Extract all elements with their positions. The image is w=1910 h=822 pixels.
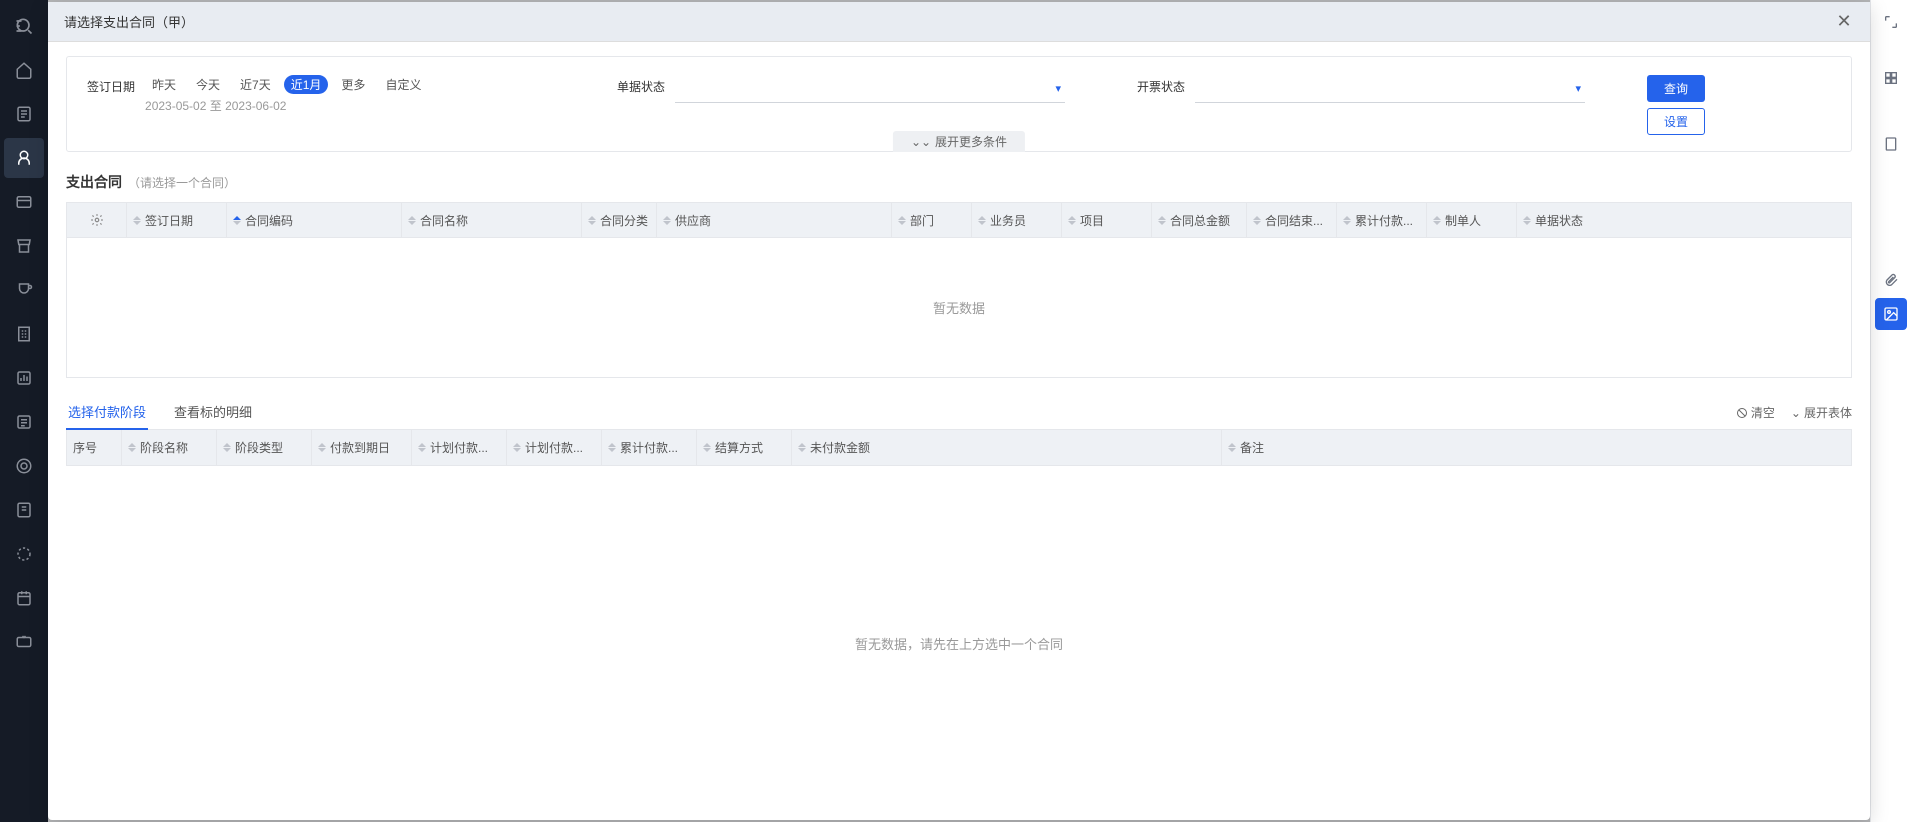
expand-conditions-button[interactable]: ⌄⌄ 展开更多条件	[893, 131, 1025, 152]
table-column-header[interactable]: 签订日期	[127, 203, 227, 237]
chevron-down-icon: ⌄	[1791, 406, 1801, 420]
date-chips: 昨天今天近7天近1月更多自定义	[145, 75, 428, 94]
filter-invoice-label: 开票状态	[1137, 75, 1185, 95]
date-chip[interactable]: 昨天	[145, 75, 183, 94]
sidebar-search-icon[interactable]	[4, 6, 44, 46]
tab[interactable]: 选择付款阶段	[66, 396, 148, 429]
modal-body: 签订日期 昨天今天近7天近1月更多自定义 2023-05-02 至 2023-0…	[48, 42, 1870, 820]
right-attach-icon[interactable]	[1875, 264, 1907, 296]
table-column-header[interactable]: 序号	[67, 430, 122, 465]
table-column-header[interactable]: 合同总金额	[1152, 203, 1247, 237]
tab[interactable]: 查看标的明细	[172, 396, 254, 429]
right-page-icon[interactable]	[1875, 128, 1907, 160]
table-column-header[interactable]: 计划付款...	[507, 430, 602, 465]
sidebar-calendar-icon[interactable]	[4, 578, 44, 618]
stage-table: 序号阶段名称阶段类型付款到期日计划付款...计划付款...累计付款...结算方式…	[66, 430, 1852, 466]
section1-title: 支出合同 （请选择一个合同）	[66, 172, 1852, 192]
table-settings-icon[interactable]	[67, 203, 127, 237]
tabs: 选择付款阶段查看标的明细	[66, 396, 254, 429]
sidebar-home-icon[interactable]	[4, 50, 44, 90]
table-column-header[interactable]: 未付款金额	[792, 430, 1222, 465]
date-chip[interactable]: 今天	[189, 75, 227, 94]
filter-status-label: 单据状态	[617, 75, 665, 95]
section1-title-hint: （请选择一个合同）	[128, 174, 236, 191]
table-column-header[interactable]: 业务员	[972, 203, 1062, 237]
table-column-header[interactable]: 单据状态	[1517, 203, 1682, 237]
contract-table: 签订日期合同编码合同名称合同分类供应商部门业务员项目合同总金额合同结束...累计…	[66, 202, 1852, 378]
table1-header: 签订日期合同编码合同名称合同分类供应商部门业务员项目合同总金额合同结束...累计…	[66, 202, 1852, 238]
invoice-select[interactable]: ▾	[1195, 75, 1585, 103]
table2-header: 序号阶段名称阶段类型付款到期日计划付款...计划付款...累计付款...结算方式…	[66, 430, 1852, 466]
sidebar-refresh-icon[interactable]	[4, 534, 44, 574]
table-column-header[interactable]: 计划付款...	[412, 430, 507, 465]
chevron-down-icon: ▾	[1575, 82, 1581, 95]
table-column-header[interactable]: 付款到期日	[312, 430, 412, 465]
section1-title-main: 支出合同	[66, 172, 122, 192]
tabs-row: 选择付款阶段查看标的明细 清空 ⌄ 展开表体	[66, 396, 1852, 430]
table-column-header[interactable]: 累计付款...	[1337, 203, 1427, 237]
table-column-header[interactable]: 累计付款...	[602, 430, 697, 465]
filter-card: 签订日期 昨天今天近7天近1月更多自定义 2023-05-02 至 2023-0…	[66, 56, 1852, 152]
modal-header: 请选择支出合同（甲） ✕	[48, 2, 1870, 42]
sidebar-contract-icon[interactable]	[4, 138, 44, 178]
sidebar-building-icon[interactable]	[4, 314, 44, 354]
close-icon[interactable]: ✕	[1834, 12, 1854, 32]
table2-empty: 暂无数据，请先在上方选中一个合同	[66, 466, 1852, 820]
table-column-header[interactable]: 供应商	[657, 203, 892, 237]
clear-button[interactable]: 清空	[1736, 404, 1775, 421]
sidebar-tv-icon[interactable]	[4, 622, 44, 662]
right-image-icon[interactable]	[1875, 298, 1907, 330]
right-grid-icon[interactable]	[1875, 62, 1907, 94]
right-toolbar	[1870, 0, 1910, 822]
table-column-header[interactable]: 结算方式	[697, 430, 792, 465]
table-column-header[interactable]: 阶段名称	[122, 430, 217, 465]
table-column-header[interactable]: 阶段类型	[217, 430, 312, 465]
settings-button[interactable]: 设置	[1647, 108, 1705, 135]
sidebar-store-icon[interactable]	[4, 226, 44, 266]
table-column-header[interactable]: 合同结束...	[1247, 203, 1337, 237]
right-expand-icon[interactable]	[1875, 6, 1907, 38]
modal-title: 请选择支出合同（甲）	[64, 12, 194, 31]
date-chip[interactable]: 近1月	[284, 75, 329, 94]
date-chip[interactable]: 更多	[334, 75, 372, 94]
filter-date-label: 签订日期	[87, 75, 135, 95]
status-select[interactable]: ▾	[675, 75, 1065, 103]
sidebar-cup-icon[interactable]	[4, 270, 44, 310]
double-chevron-down-icon: ⌄⌄	[911, 135, 931, 149]
chevron-down-icon: ▾	[1055, 82, 1061, 95]
table-column-header[interactable]: 合同名称	[402, 203, 582, 237]
sidebar-form-icon[interactable]	[4, 490, 44, 530]
table-column-header[interactable]: 制单人	[1427, 203, 1517, 237]
left-sidebar	[0, 0, 48, 822]
sidebar-report-icon[interactable]	[4, 358, 44, 398]
date-chip[interactable]: 近7天	[233, 75, 278, 94]
table-column-header[interactable]: 合同编码	[227, 203, 402, 237]
sidebar-doc-icon[interactable]	[4, 94, 44, 134]
sidebar-list-icon[interactable]	[4, 402, 44, 442]
date-range-text: 2023-05-02 至 2023-06-02	[145, 97, 428, 114]
sidebar-target-icon[interactable]	[4, 446, 44, 486]
table1-empty: 暂无数据	[66, 238, 1852, 378]
sidebar-card-icon[interactable]	[4, 182, 44, 222]
table-column-header[interactable]: 合同分类	[582, 203, 657, 237]
date-chip[interactable]: 自定义	[378, 75, 428, 94]
table-column-header[interactable]: 项目	[1062, 203, 1152, 237]
contract-select-modal: 请选择支出合同（甲） ✕ 签订日期 昨天今天近7天近1月更多自定义 2023-0…	[48, 2, 1870, 820]
query-button[interactable]: 查询	[1647, 75, 1705, 102]
table-column-header[interactable]: 备注	[1222, 430, 1837, 465]
expand-table-button[interactable]: ⌄ 展开表体	[1791, 404, 1852, 421]
table-column-header[interactable]: 部门	[892, 203, 972, 237]
